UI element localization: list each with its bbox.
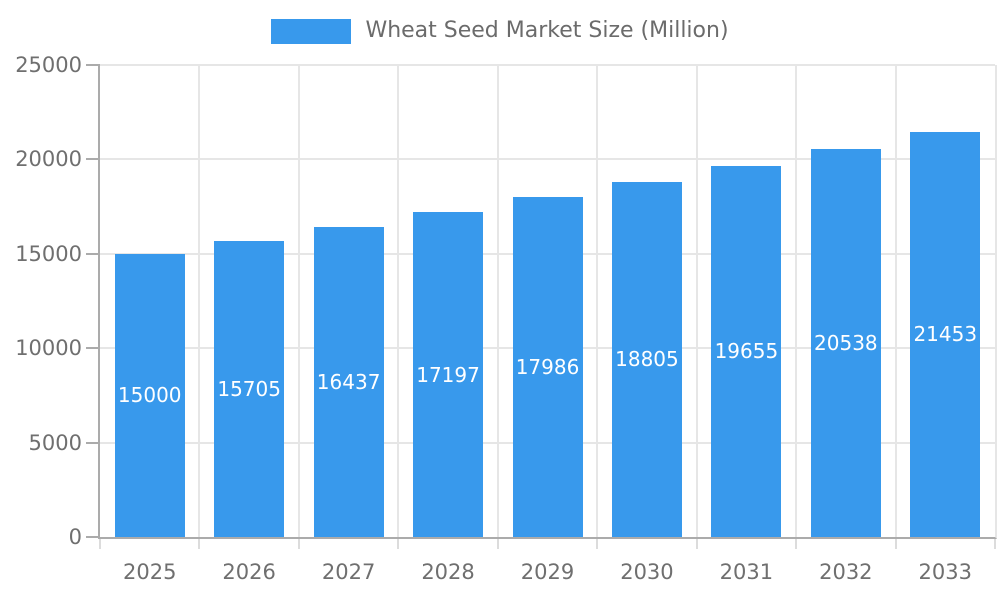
gridline-vertical: [795, 65, 798, 537]
x-axis-tick: [198, 539, 201, 549]
bar-2030: 18805: [611, 181, 682, 537]
y-tick-label: 0: [68, 525, 82, 549]
bar-value-label: 17197: [416, 362, 480, 387]
x-axis-tick: [596, 539, 599, 549]
bar-value-label: 16437: [316, 369, 381, 394]
x-tick-label: 2026: [222, 560, 276, 584]
gridline-vertical: [695, 65, 698, 537]
y-axis-tick: [86, 347, 100, 350]
bar-value-label: 18805: [615, 347, 679, 372]
y-axis-tick: [86, 536, 100, 538]
x-axis-tick: [894, 539, 897, 549]
gridline-vertical: [397, 65, 400, 537]
y-tick-label: 25000: [15, 53, 82, 77]
gridline-horizontal: [100, 158, 995, 161]
legend-swatch-icon: [271, 18, 352, 44]
y-tick-label: 15000: [15, 241, 82, 266]
gridline-vertical: [894, 65, 897, 537]
gridline-horizontal: [100, 64, 995, 66]
x-axis-tick: [99, 539, 101, 549]
bar-value-label: 21453: [913, 322, 978, 347]
legend[interactable]: Wheat Seed Market Size (Million): [0, 18, 1000, 44]
bar-value-label: 17986: [515, 355, 580, 380]
gridline-vertical: [596, 65, 599, 537]
bar-value-label: 20538: [814, 331, 878, 356]
bar-2025: 15000: [114, 253, 185, 537]
x-tick-label: 2025: [122, 560, 177, 584]
x-tick-label: 2031: [719, 560, 774, 584]
x-axis-tick: [994, 539, 996, 549]
plot-area: 15000 15705 16437 17197 17986 18805 19655 20538…: [98, 64, 997, 539]
y-axis-tick: [86, 158, 100, 161]
y-tick-label: 20000: [15, 147, 82, 172]
x-tick-label: 2033: [918, 560, 972, 584]
x-tick-label: 2028: [421, 560, 475, 584]
x-tick-label: 2029: [520, 560, 575, 584]
gridline-vertical: [297, 65, 300, 537]
bar-2028: 17197: [413, 212, 484, 537]
gridline-vertical: [198, 65, 201, 537]
bar-value-label: 19655: [714, 339, 779, 364]
x-axis-tick: [496, 539, 499, 549]
bar-2032: 20538: [810, 149, 881, 537]
y-tick-label: 5000: [28, 430, 82, 455]
bar-2033: 21453: [910, 131, 981, 537]
x-tick-label: 2027: [321, 560, 376, 584]
bar-2026: 15705: [214, 240, 285, 537]
y-tick-label: 10000: [15, 336, 82, 361]
bar-2031: 19655: [711, 165, 782, 537]
bar-value-label: 15705: [217, 376, 281, 401]
x-tick-label: 2032: [819, 560, 873, 584]
bar-2027: 16437: [313, 226, 384, 537]
legend-label: Wheat Seed Market Size (Million): [365, 18, 729, 43]
x-tick-label: 2030: [620, 560, 674, 584]
x-axis-tick: [795, 539, 798, 549]
bar-value-label: 15000: [117, 383, 182, 408]
x-axis-tick: [397, 539, 400, 549]
x-axis-tick: [695, 539, 698, 549]
y-axis-tick: [86, 252, 100, 255]
y-axis-tick: [86, 441, 100, 444]
bar-2029: 17986: [512, 197, 583, 537]
x-axis-tick: [297, 539, 300, 549]
y-axis-tick: [86, 64, 100, 66]
gridline-vertical: [496, 65, 499, 537]
